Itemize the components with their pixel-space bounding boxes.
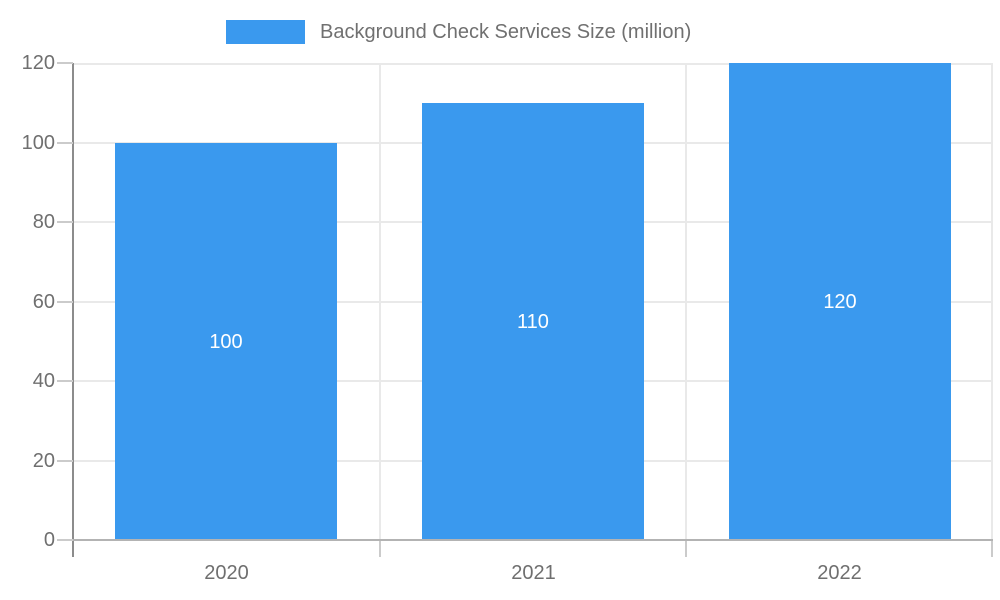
x-axis-label: 2021 [511,562,556,584]
y-axis-label: 0 [43,529,55,551]
x-axis-tick [991,541,993,557]
gridline-vertical [991,63,993,540]
y-axis-line [72,63,74,557]
y-axis-label: 60 [32,291,55,313]
gridline-horizontal [73,63,993,65]
bar-value-label: 120 [823,290,857,313]
gridline-vertical [685,63,687,540]
gridline-vertical [379,63,381,540]
plot-area: 100 110 120 [73,63,993,541]
y-axis-tick [57,380,73,382]
y-axis-label: 40 [32,370,55,392]
x-axis-label: 2022 [817,562,862,584]
legend-swatch [226,20,305,44]
y-axis-tick [57,460,73,462]
x-axis-tick [379,541,381,557]
bar[interactable]: 100 [115,143,337,541]
y-axis-tick [57,142,73,144]
y-axis-label: 20 [32,450,55,472]
y-axis-label: 120 [21,52,55,74]
bar-value-label: 110 [517,310,549,333]
y-axis-tick [57,539,73,541]
bar[interactable]: 120 [729,63,951,540]
x-axis-line [73,539,993,541]
legend-label: Background Check Services Size (million) [320,21,692,43]
x-axis-label: 2020 [204,562,249,584]
y-axis-tick [57,221,73,223]
legend-item[interactable]: Background Check Services Size (million) [226,20,691,44]
y-axis-tick [57,62,73,64]
x-axis-tick [685,541,687,557]
bar[interactable]: 110 [422,103,644,540]
y-axis-label: 80 [32,211,55,233]
y-axis-tick [57,301,73,303]
bar-value-label: 100 [209,331,243,353]
y-axis-label: 100 [21,132,55,154]
